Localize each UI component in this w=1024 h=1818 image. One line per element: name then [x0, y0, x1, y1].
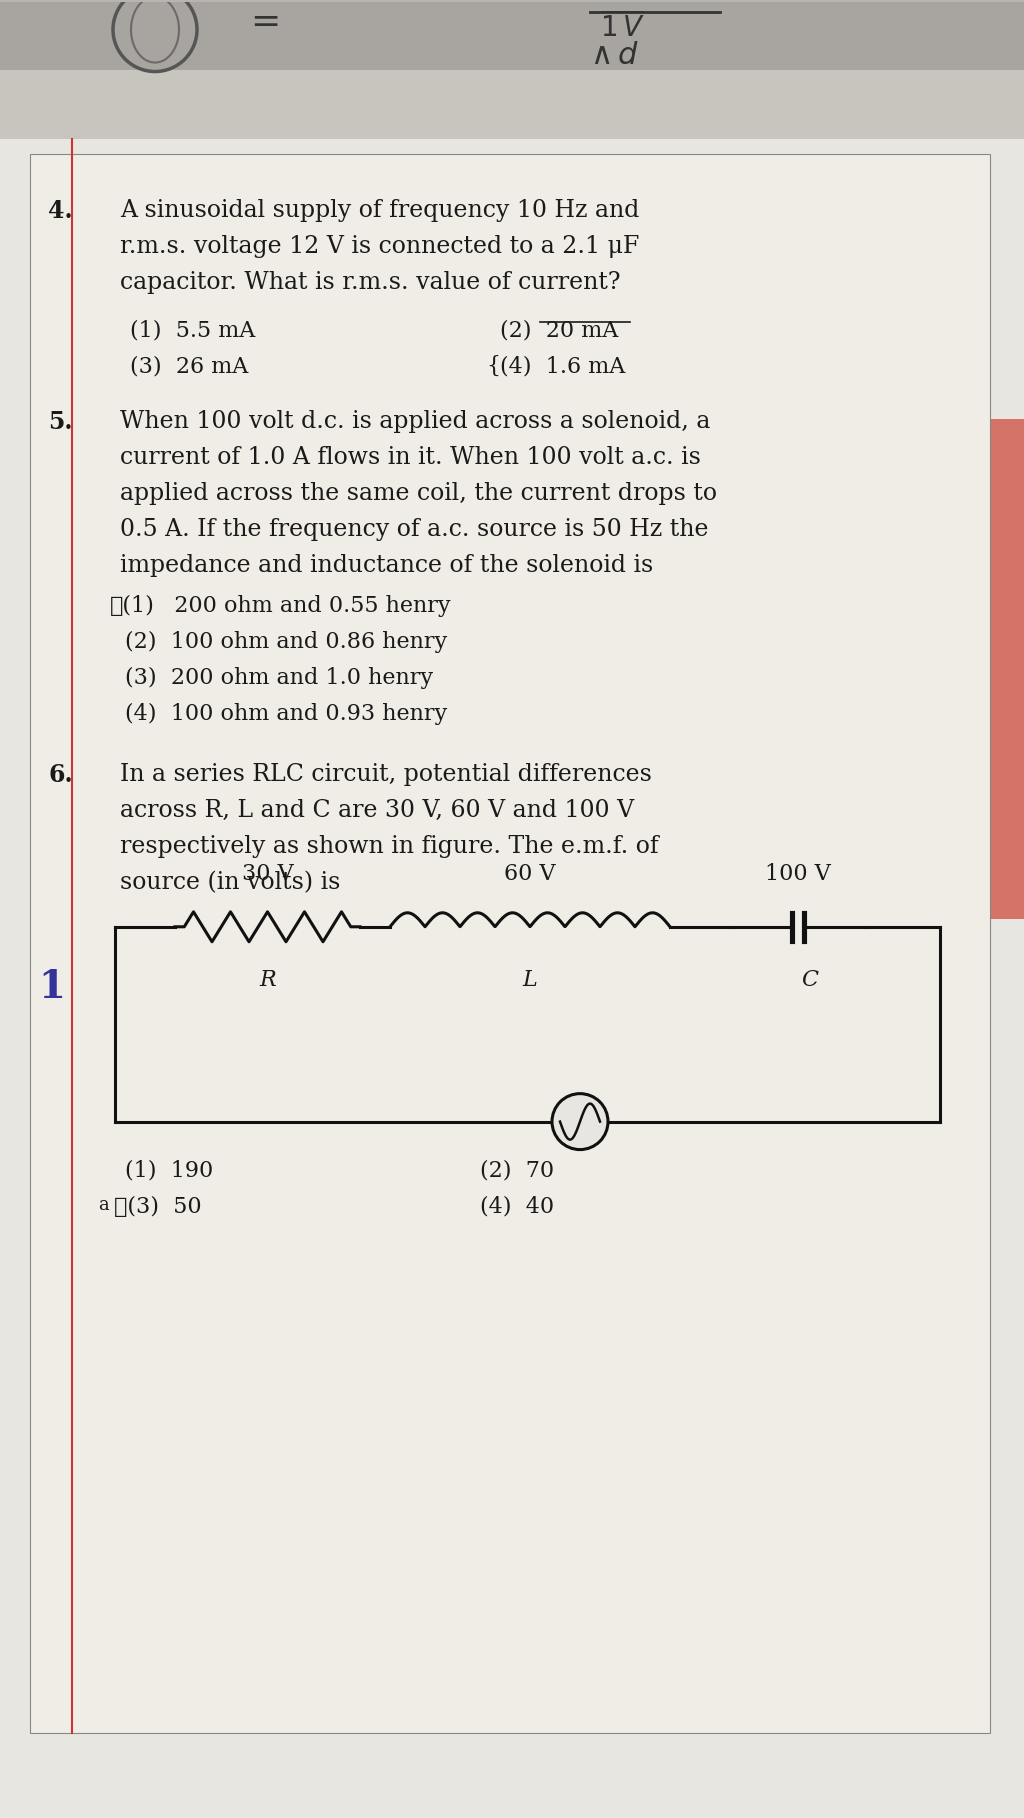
- Text: (1)  5.5 mA: (1) 5.5 mA: [130, 320, 255, 342]
- Text: 0.5 A. If the frequency of a.c. source is 50 Hz the: 0.5 A. If the frequency of a.c. source i…: [120, 518, 709, 542]
- Text: ✓(3)  50: ✓(3) 50: [114, 1196, 202, 1218]
- Text: capacitor. What is r.m.s. value of current?: capacitor. What is r.m.s. value of curre…: [120, 271, 621, 295]
- Text: impedance and inductance of the solenoid is: impedance and inductance of the solenoid…: [120, 554, 653, 576]
- Text: (2)  20 mA: (2) 20 mA: [500, 320, 618, 342]
- Text: (3)  200 ohm and 1.0 henry: (3) 200 ohm and 1.0 henry: [125, 667, 433, 689]
- Text: (4)  40: (4) 40: [480, 1196, 554, 1218]
- Text: 60 V: 60 V: [504, 864, 556, 885]
- Text: (2)  70: (2) 70: [480, 1160, 554, 1182]
- FancyBboxPatch shape: [30, 155, 990, 1733]
- Text: respectively as shown in figure. The e.m.f. of: respectively as shown in figure. The e.m…: [120, 834, 658, 858]
- Text: $\overline{1\,V}$: $\overline{1\,V}$: [600, 11, 645, 44]
- Text: ✓(1): ✓(1): [110, 594, 155, 616]
- Text: 200 ohm and 0.55 henry: 200 ohm and 0.55 henry: [160, 594, 451, 616]
- Text: R: R: [259, 969, 275, 991]
- Text: 1: 1: [38, 967, 65, 1005]
- Text: $\wedge\,d$: $\wedge\,d$: [590, 40, 639, 71]
- Text: r.m.s. voltage 12 V is connected to a 2.1 μF: r.m.s. voltage 12 V is connected to a 2.…: [120, 235, 639, 258]
- Text: applied across the same coil, the current drops to: applied across the same coil, the curren…: [120, 482, 717, 505]
- Text: {: {: [486, 355, 500, 378]
- FancyBboxPatch shape: [0, 2, 1024, 69]
- FancyBboxPatch shape: [990, 420, 1024, 918]
- Text: 100 V: 100 V: [765, 864, 830, 885]
- Text: (1)  190: (1) 190: [125, 1160, 213, 1182]
- Text: current of 1.0 A flows in it. When 100 volt a.c. is: current of 1.0 A flows in it. When 100 v…: [120, 445, 700, 469]
- Text: (3)  26 mA: (3) 26 mA: [130, 355, 248, 378]
- Text: A sinusoidal supply of frequency 10 Hz and: A sinusoidal supply of frequency 10 Hz a…: [120, 200, 639, 222]
- FancyBboxPatch shape: [0, 2, 1024, 140]
- Text: across R, L and C are 30 V, 60 V and 100 V: across R, L and C are 30 V, 60 V and 100…: [120, 798, 634, 822]
- Text: source (in volts) is: source (in volts) is: [120, 871, 340, 894]
- Text: (4)  1.6 mA: (4) 1.6 mA: [500, 355, 626, 378]
- Text: (4)  100 ohm and 0.93 henry: (4) 100 ohm and 0.93 henry: [125, 704, 447, 725]
- Text: When 100 volt d.c. is applied across a solenoid, a: When 100 volt d.c. is applied across a s…: [120, 411, 711, 433]
- Text: =: =: [250, 5, 281, 38]
- Text: L: L: [522, 969, 538, 991]
- Text: C: C: [801, 969, 818, 991]
- Circle shape: [552, 1094, 608, 1149]
- Text: 6.: 6.: [48, 764, 73, 787]
- Text: 30 V: 30 V: [242, 864, 293, 885]
- Text: In a series RLC circuit, potential differences: In a series RLC circuit, potential diffe…: [120, 764, 652, 785]
- Text: 5.: 5.: [48, 411, 73, 435]
- Text: (2)  100 ohm and 0.86 henry: (2) 100 ohm and 0.86 henry: [125, 631, 447, 653]
- Text: 4.: 4.: [48, 200, 73, 224]
- Text: a: a: [98, 1196, 109, 1214]
